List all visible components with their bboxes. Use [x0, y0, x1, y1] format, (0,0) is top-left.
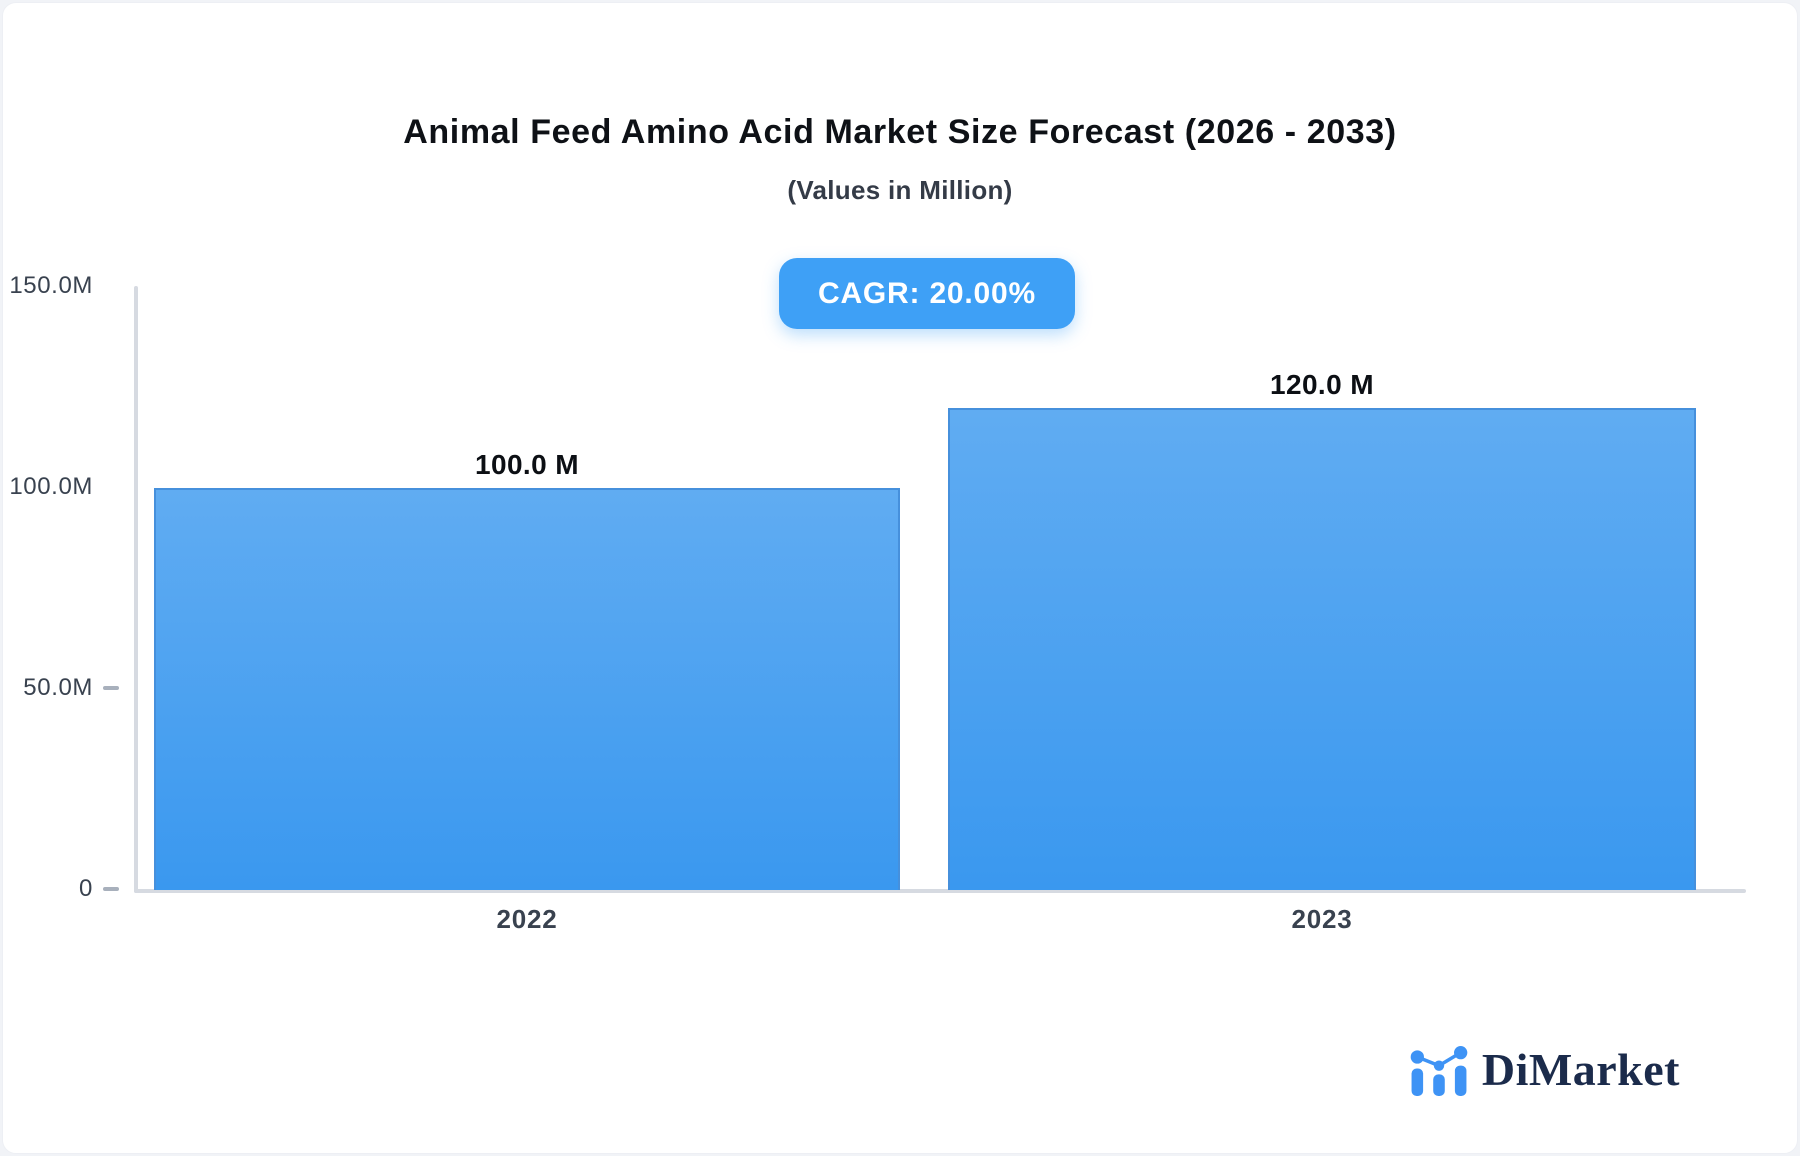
brand-logo: DiMarket [1406, 1043, 1680, 1096]
cagr-badge-label: CAGR: 20.00% [817, 276, 1036, 310]
plot-area: 150.0M 100.0M 50.0M 0 100.0 M 2022 120.0 M 2023 [3, 3, 1797, 1153]
y-axis-tick-mark [103, 887, 119, 891]
y-axis-tick-label: 50.0M [23, 674, 93, 701]
brand-name: DiMarket [1481, 1044, 1680, 1095]
x-axis-label-2023: 2023 [1291, 904, 1353, 934]
y-axis-tick-label: 0 [79, 875, 93, 902]
y-axis-line [134, 286, 138, 893]
y-axis-tick-mark [103, 686, 119, 690]
y-axis-tick-label: 150.0M [9, 272, 93, 299]
bar-2022[interactable] [154, 488, 900, 890]
cagr-badge: CAGR: 20.00% [779, 258, 1075, 329]
x-axis-line [134, 889, 1746, 893]
chart-title: Animal Feed Amino Acid Market Size Forec… [403, 113, 1397, 151]
bar-value-label: 120.0 M [1270, 368, 1374, 400]
bar-value-label: 100.0 M [475, 449, 579, 480]
bar-2023[interactable] [948, 407, 1696, 890]
dimarket-logo-icon [1410, 1045, 1468, 1096]
y-axis-tick-label: 100.0M [9, 473, 93, 500]
x-axis-label-2022: 2022 [496, 904, 558, 934]
chart-subtitle: (Values in Million) [787, 175, 1013, 205]
